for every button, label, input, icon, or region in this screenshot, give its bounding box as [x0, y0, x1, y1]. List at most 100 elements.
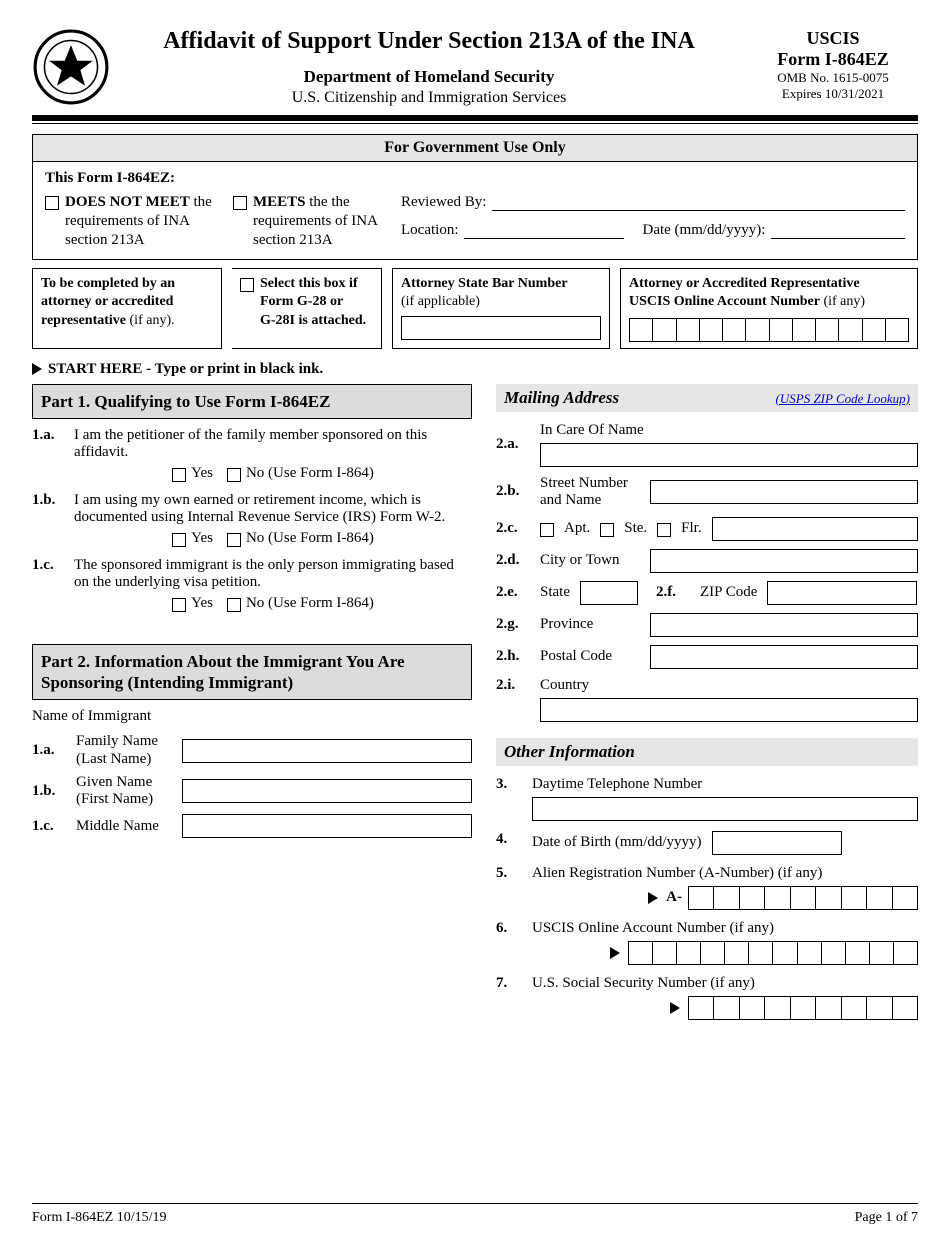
form-title: Affidavit of Support Under Section 213A …: [124, 28, 734, 55]
dob-row: 4. Date of Birth (mm/dd/yyyy): [496, 831, 918, 855]
checkbox-meets[interactable]: [233, 196, 247, 210]
attorney-cell-2: Select this box ifForm G-28 orG-28I is a…: [232, 268, 382, 348]
city-row: 2.d. City or Town: [496, 549, 918, 573]
uscis-account-field[interactable]: [629, 318, 909, 342]
care-of-row: 2.a. In Care Of Name: [496, 422, 918, 467]
city-field[interactable]: [650, 549, 918, 573]
location-label: Location:: [401, 222, 458, 239]
form-header: Affidavit of Support Under Section 213A …: [32, 28, 918, 107]
part1-header: Part 1. Qualifying to Use Form I-864EZ: [32, 384, 472, 419]
phone-label: Daytime Telephone Number: [532, 776, 918, 793]
given-name-row: 1.b. Given Name (First Name): [32, 774, 472, 809]
dhs-seal-icon: [32, 28, 110, 106]
uscis-number-row: 6. USCIS Online Account Number (if any): [496, 920, 918, 965]
phone-field[interactable]: [532, 797, 918, 821]
date-field[interactable]: [771, 221, 905, 239]
footer-left: Form I-864EZ 10/15/19: [32, 1210, 167, 1226]
attorney-cell-1: To be completed by an attorney or accred…: [32, 268, 222, 348]
does-not-meet-text: DOES NOT MEET the requirements of INA se…: [65, 193, 215, 249]
location-field[interactable]: [464, 221, 624, 239]
country-field[interactable]: [540, 698, 918, 722]
gov-use-box: For Government Use Only This Form I-864E…: [32, 134, 918, 260]
q1a-text: I am the petitioner of the family member…: [74, 427, 472, 461]
date-label: Date (mm/dd/yyyy):: [642, 222, 765, 239]
question-1b: 1.b. I am using my own earned or retirem…: [32, 492, 472, 547]
header-titles: Affidavit of Support Under Section 213A …: [124, 28, 734, 107]
state-field[interactable]: [580, 581, 638, 605]
attorney-cell-3: Attorney State Bar Number(if applicable): [392, 268, 610, 348]
country-label: Country: [540, 677, 918, 694]
given-name-field[interactable]: [182, 779, 472, 803]
form-number: Form I-864EZ: [748, 49, 918, 70]
family-name-field[interactable]: [182, 739, 472, 763]
apt-number-field[interactable]: [712, 517, 918, 541]
province-field[interactable]: [650, 613, 918, 637]
zip-field[interactable]: [767, 581, 917, 605]
q1a-no-checkbox[interactable]: [227, 468, 241, 482]
reviewed-section: Reviewed By: Location: Date (mm/dd/yyyy)…: [401, 193, 905, 249]
attorney-cell-4: Attorney or Accredited RepresentativeUSC…: [620, 268, 918, 348]
postal-code-row: 2.h. Postal Code: [496, 645, 918, 669]
family-name-row: 1.a. Family Name (Last Name): [32, 733, 472, 768]
apt-ste-flr-row: 2.c. Apt. Ste. Flr.: [496, 517, 918, 541]
name-of-immigrant-label: Name of Immigrant: [32, 708, 472, 725]
a-prefix: A-: [666, 889, 682, 906]
uscis-number-label: USCIS Online Account Number (if any): [532, 920, 918, 937]
uscis-number-field[interactable]: [628, 941, 918, 965]
checkbox-g28[interactable]: [240, 278, 254, 292]
flr-checkbox[interactable]: [657, 523, 671, 537]
ssn-field[interactable]: [688, 996, 918, 1020]
q1c-no-checkbox[interactable]: [227, 598, 241, 612]
start-here-text: START HERE - Type or print in black ink.: [48, 361, 323, 378]
usps-lookup-link[interactable]: (USPS ZIP Code Lookup): [776, 391, 910, 407]
ste-checkbox[interactable]: [600, 523, 614, 537]
this-form-label: This Form I-864EZ:: [45, 170, 905, 187]
dob-field[interactable]: [712, 831, 842, 855]
arrow-icon: [648, 892, 658, 904]
middle-name-row: 1.c. Middle Name: [32, 814, 472, 838]
country-row: 2.i. Country: [496, 677, 918, 722]
ssn-label: U.S. Social Security Number (if any): [532, 975, 918, 992]
arrow-icon: [32, 363, 42, 375]
care-of-field[interactable]: [540, 443, 918, 467]
street-row: 2.b. Street Number and Name: [496, 475, 918, 509]
postal-code-field[interactable]: [650, 645, 918, 669]
header-rule-thin: [32, 123, 918, 124]
anumber-field[interactable]: [688, 886, 918, 910]
phone-row: 3. Daytime Telephone Number: [496, 776, 918, 821]
arrow-icon: [610, 947, 620, 959]
question-1c: 1.c. The sponsored immigrant is the only…: [32, 557, 472, 612]
q1b-no-checkbox[interactable]: [227, 533, 241, 547]
dept-name: Department of Homeland Security: [124, 67, 734, 87]
meets-text: MEETS the the requirements of INA sectio…: [253, 193, 383, 249]
agency-short: USCIS: [748, 28, 918, 49]
care-of-label: In Care Of Name: [540, 422, 918, 439]
attorney-row: To be completed by an attorney or accred…: [32, 268, 918, 348]
arrow-icon: [670, 1002, 680, 1014]
header-right: USCIS Form I-864EZ OMB No. 1615-0075 Exp…: [748, 28, 918, 102]
q1c-yes-checkbox[interactable]: [172, 598, 186, 612]
gov-use-header: For Government Use Only: [33, 135, 917, 162]
q1a-yes-checkbox[interactable]: [172, 468, 186, 482]
middle-name-field[interactable]: [182, 814, 472, 838]
state-zip-row: 2.e. State 2.f. ZIP Code: [496, 581, 918, 605]
header-rule-thick: [32, 115, 918, 121]
reviewed-by-field[interactable]: [492, 193, 905, 211]
reviewed-by-label: Reviewed By:: [401, 194, 486, 211]
anumber-row: 5. Alien Registration Number (A-Number) …: [496, 865, 918, 910]
q1b-yes-checkbox[interactable]: [172, 533, 186, 547]
street-field[interactable]: [650, 480, 918, 504]
omb-number: OMB No. 1615-0075: [748, 70, 918, 86]
page-footer: Form I-864EZ 10/15/19 Page 1 of 7: [32, 1203, 918, 1226]
question-1a: 1.a. I am the petitioner of the family m…: [32, 427, 472, 482]
expires-date: Expires 10/31/2021: [748, 86, 918, 102]
ssn-row: 7. U.S. Social Security Number (if any): [496, 975, 918, 1020]
q1c-text: The sponsored immigrant is the only pers…: [74, 557, 472, 591]
province-row: 2.g. Province: [496, 613, 918, 637]
anumber-label: Alien Registration Number (A-Number) (if…: [532, 865, 918, 882]
agency-full: U.S. Citizenship and Immigration Service…: [124, 89, 734, 107]
apt-checkbox[interactable]: [540, 523, 554, 537]
checkbox-does-not-meet[interactable]: [45, 196, 59, 210]
bar-number-field[interactable]: [401, 316, 601, 340]
start-here: START HERE - Type or print in black ink.: [32, 361, 918, 378]
